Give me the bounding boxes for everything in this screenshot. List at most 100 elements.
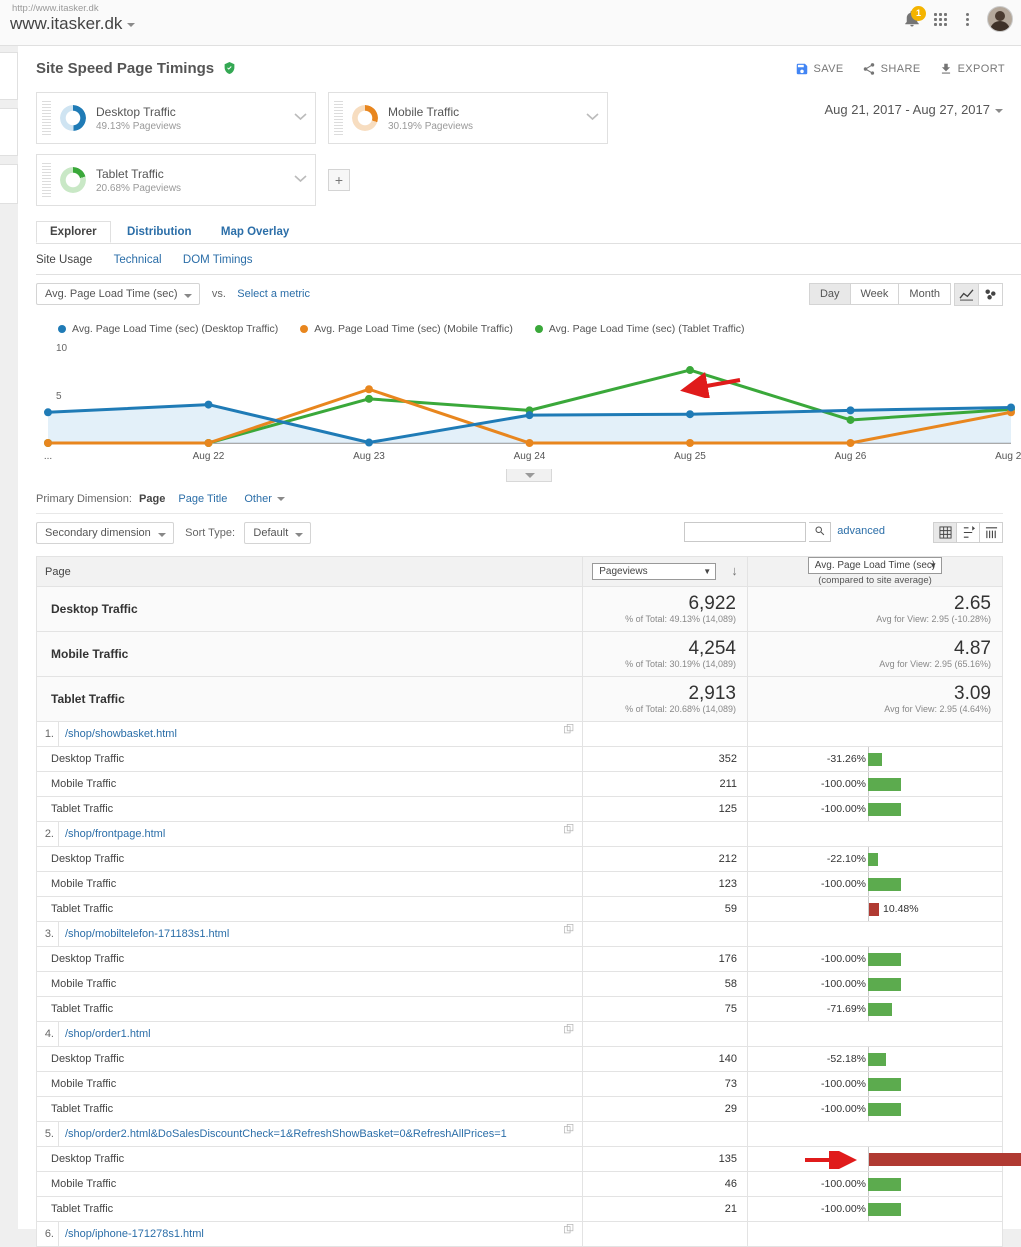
table-row-group: 6. /shop/iphone-171278s1.html — [36, 1221, 1003, 1247]
open-in-new-icon[interactable] — [564, 724, 574, 737]
bar-value-label: -100.00% — [821, 978, 866, 990]
notifications-button[interactable]: 1 — [903, 6, 926, 28]
granularity-day[interactable]: Day — [808, 283, 851, 305]
pageviews-cell: 125 — [582, 796, 748, 822]
legend-dot-tablet — [534, 325, 543, 333]
svg-text:Aug 24: Aug 24 — [514, 451, 546, 462]
account-selector[interactable]: www.itasker.dk — [10, 14, 136, 34]
more-options-icon[interactable] — [960, 12, 974, 26]
page-url-link[interactable]: /shop/mobiltelefon-171183s1.html — [58, 921, 583, 947]
table-header-row: Page Pageviews ▼ ↓ Avg. Page Load Time (s… — [36, 556, 1003, 587]
open-in-new-icon[interactable] — [564, 1224, 574, 1237]
legend-item-tablet[interactable]: Avg. Page Load Time (sec) (Tablet Traffi… — [534, 323, 745, 335]
primary-dimension-value[interactable]: Page — [139, 493, 166, 505]
scatter-chart-icon[interactable] — [978, 283, 1003, 306]
secondary-dimension-select[interactable]: Secondary dimension — [36, 522, 174, 544]
page-url-link[interactable]: /shop/iphone-171278s1.html — [58, 1221, 583, 1247]
chart-zoom-handle[interactable] — [506, 469, 552, 482]
advanced-link[interactable]: advanced — [837, 525, 885, 537]
page-url-link[interactable]: /shop/showbasket.html — [58, 721, 583, 747]
table-view-icon[interactable] — [933, 522, 957, 543]
granularity-week[interactable]: Week — [849, 283, 900, 305]
line-chart-icon[interactable] — [954, 283, 979, 306]
save-button[interactable]: SAVE — [795, 62, 844, 76]
table-row: Desktop Traffic 352 -31.26% — [36, 746, 1003, 772]
page-title: Site Speed Page Timings — [36, 60, 215, 77]
drag-handle-icon[interactable] — [42, 163, 51, 197]
segment-name-cell: Tablet Traffic — [36, 1196, 583, 1222]
add-segment-button[interactable]: + — [328, 169, 350, 191]
dimension-link-other[interactable]: Other — [244, 493, 285, 505]
tab-distribution[interactable]: Distribution — [127, 226, 192, 238]
share-button[interactable]: SHARE — [862, 62, 921, 76]
bar-value-label: -100.00% — [821, 778, 866, 790]
open-in-new-icon[interactable] — [564, 1124, 574, 1137]
chevron-down-icon — [295, 533, 304, 537]
table-row: Tablet Traffic 125 -100.00% — [36, 796, 1003, 822]
chevron-down-icon — [157, 533, 166, 537]
bar-value-label: -22.10% — [826, 853, 866, 865]
subtab-site-usage[interactable]: Site Usage — [36, 254, 93, 266]
open-in-new-icon[interactable] — [564, 924, 574, 937]
comparison-view-icon[interactable] — [979, 522, 1003, 543]
pageviews-metric-select[interactable]: Pageviews ▼ — [592, 563, 717, 580]
dimension-link-page-title[interactable]: Page Title — [178, 493, 228, 505]
legend-label-desktop: Avg. Page Load Time (sec) (Desktop Traff… — [72, 323, 279, 335]
sort-descending-icon[interactable]: ↓ — [731, 563, 738, 578]
export-button[interactable]: EXPORT — [939, 62, 1005, 76]
pageviews-cell: 176 — [582, 946, 748, 972]
select-a-metric-link[interactable]: Select a metric — [237, 288, 310, 300]
chevron-down-icon[interactable] — [294, 172, 307, 183]
segment-row-1: Desktop Traffic 49.13% Pageviews Mobile … — [18, 86, 1021, 144]
view-mode-icons — [933, 522, 1003, 543]
row-pageviews-empty — [582, 921, 748, 947]
svg-text:...: ... — [44, 451, 52, 462]
report-subtabs: Site Usage Technical DOM Timings — [36, 252, 1021, 275]
granularity-month[interactable]: Month — [898, 283, 951, 305]
subtab-dom-timings[interactable]: DOM Timings — [182, 254, 253, 266]
summary-pageviews: 4,254% of Total: 30.19% (14,089) — [582, 631, 748, 677]
avatar[interactable] — [987, 6, 1013, 32]
tab-explorer[interactable]: Explorer — [36, 221, 111, 243]
page-url-link[interactable]: /shop/order2.html&DoSalesDiscountCheck=1… — [58, 1121, 583, 1147]
avg-bar-cell: -31.26% — [747, 746, 1003, 772]
legend-item-desktop[interactable]: Avg. Page Load Time (sec) (Desktop Traff… — [58, 323, 278, 335]
segment-desktop-traffic[interactable]: Desktop Traffic 49.13% Pageviews — [36, 92, 316, 144]
legend-dot-mobile — [300, 325, 309, 333]
page-url-link[interactable]: /shop/frontpage.html — [58, 821, 583, 847]
segment-name-cell: Tablet Traffic — [36, 796, 583, 822]
segment-name-cell: Desktop Traffic — [36, 746, 583, 772]
timeseries-chart[interactable]: 5 10... Aug 22 Aug 23 Aug 24 Aug 25 Aug 26 Aug … — [36, 339, 1021, 469]
table-row: Mobile Traffic 73 -100.00% — [36, 1071, 1003, 1097]
segment-tablet-traffic[interactable]: Tablet Traffic 20.68% Pageviews — [36, 154, 316, 206]
drag-handle-icon[interactable] — [334, 101, 343, 135]
chevron-down-icon[interactable] — [294, 110, 307, 121]
subtab-technical[interactable]: Technical — [113, 254, 162, 266]
search-input[interactable] — [683, 522, 806, 542]
segment-name-cell: Mobile Traffic — [36, 871, 583, 897]
metric-select[interactable]: Avg. Page Load Time (sec) — [36, 283, 201, 305]
pivot-view-icon[interactable] — [956, 522, 980, 543]
report-header: Site Speed Page Timings SAVE SHARE EXPOR… — [18, 46, 1021, 86]
search-button[interactable] — [809, 522, 831, 542]
left-rail — [0, 46, 18, 1229]
date-range-selector[interactable]: Aug 21, 2017 - Aug 27, 2017 — [824, 102, 1003, 117]
sort-type-select[interactable]: Default — [244, 522, 312, 544]
apps-grid-icon[interactable] — [934, 12, 947, 26]
avg-metric-select[interactable]: Avg. Page Load Time (sec) ▼ — [807, 557, 943, 574]
drag-handle-icon[interactable] — [42, 101, 51, 135]
bar-value-label: -100.00% — [821, 1078, 866, 1090]
summary-avg: 2.65 Avg for View: 2.95 (-10.28%) — [747, 586, 1003, 632]
pageviews-cell: 59 — [582, 896, 748, 922]
open-in-new-icon[interactable] — [564, 824, 574, 837]
legend-item-mobile[interactable]: Avg. Page Load Time (sec) (Mobile Traffi… — [300, 323, 513, 335]
table-row: Tablet Traffic 75 -71.69% — [36, 996, 1003, 1022]
secondary-dimension-label: Secondary dimension — [45, 527, 151, 539]
chevron-down-icon[interactable] — [586, 110, 599, 121]
pageviews-cell: 212 — [582, 846, 748, 872]
bar-value-label: -52.18% — [826, 1053, 866, 1065]
tab-map-overlay[interactable]: Map Overlay — [220, 226, 290, 238]
page-url-link[interactable]: /shop/order1.html — [58, 1021, 583, 1047]
open-in-new-icon[interactable] — [564, 1024, 574, 1037]
segment-mobile-traffic[interactable]: Mobile Traffic 30.19% Pageviews — [328, 92, 608, 144]
